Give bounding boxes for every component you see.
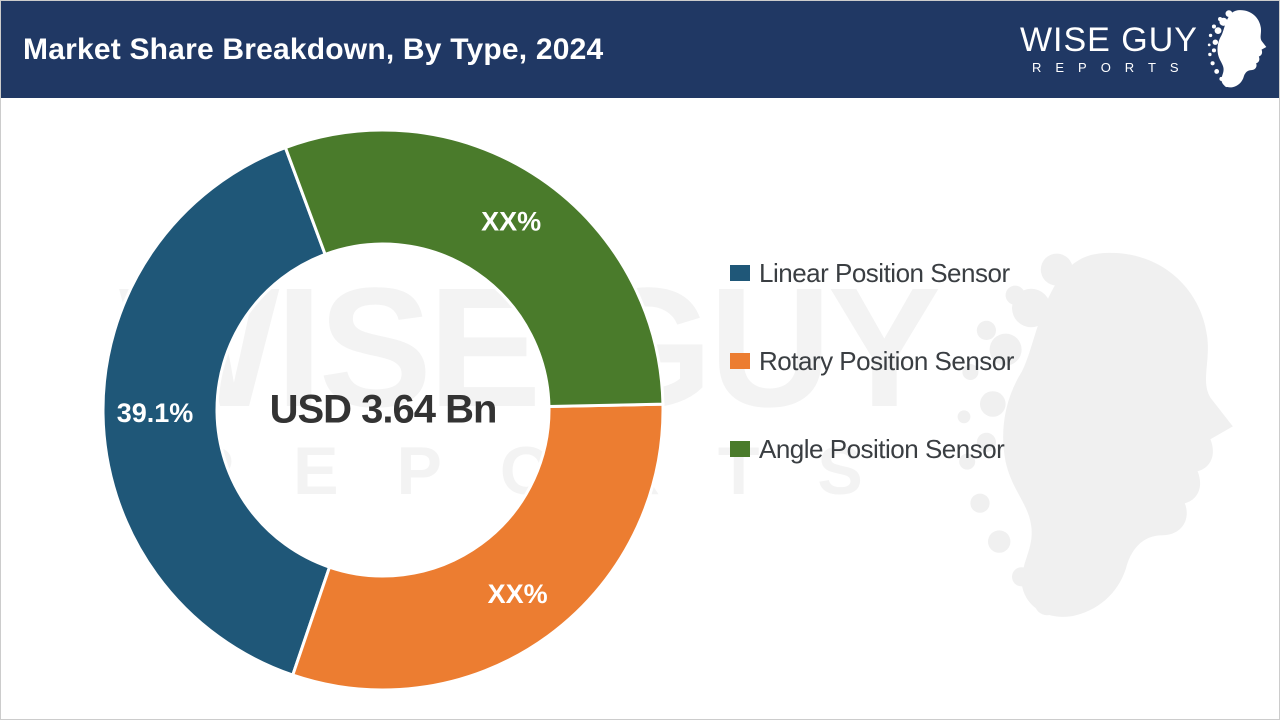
legend-swatch-angle-position-sensor — [730, 441, 750, 457]
chart-center-value: USD 3.64 Bn — [269, 387, 498, 432]
legend-label-angle-position-sensor: Angle Position Sensor — [759, 433, 1005, 464]
legend-label-rotary-position-sensor: Rotary Position Sensor — [759, 345, 1014, 376]
slice-angle-position-sensor — [283, 128, 665, 409]
donut-chart: 39.1% XX% XX% — [101, 128, 665, 692]
logo-text: WISE GUY REPORTS — [1020, 23, 1198, 75]
slice-label-rotary-position-sensor: XX% — [488, 579, 548, 609]
page-title: Market Share Breakdown, By Type, 2024 — [23, 32, 604, 66]
slice-linear-position-sensor — [101, 145, 332, 677]
slice-rotary-position-sensor — [290, 402, 665, 692]
legend: Linear Position Sensor Rotary Position S… — [730, 257, 1014, 464]
logo-wiseguy-text: WISE GUY — [1019, 21, 1198, 59]
logo-face-icon — [1199, 8, 1267, 90]
legend-label-linear-position-sensor: Linear Position Sensor — [759, 257, 1010, 288]
slice-label-linear-position-sensor: 39.1% — [117, 398, 194, 428]
logo: WISE GUY REPORTS — [1020, 8, 1267, 90]
legend-swatch-rotary-position-sensor — [730, 353, 750, 369]
legend-item-angle-position-sensor: Angle Position Sensor — [730, 433, 1014, 464]
legend-swatch-linear-position-sensor — [730, 265, 750, 281]
header: Market Share Breakdown, By Type, 2024 WI… — [1, 1, 1279, 98]
legend-item-linear-position-sensor: Linear Position Sensor — [730, 257, 1014, 288]
slice-label-angle-position-sensor: XX% — [481, 206, 541, 236]
legend-item-rotary-position-sensor: Rotary Position Sensor — [730, 345, 1014, 376]
logo-reports-text: REPORTS — [1031, 60, 1193, 75]
